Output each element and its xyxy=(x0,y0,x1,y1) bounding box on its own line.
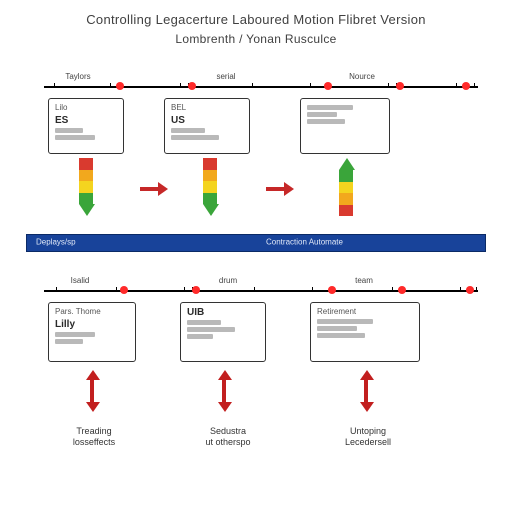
rail-small-label: drum xyxy=(219,276,237,285)
upper-card: Lilo ES xyxy=(48,98,124,154)
process-arrow-down xyxy=(79,158,93,216)
card-line xyxy=(307,119,345,124)
rail-tick xyxy=(388,83,389,88)
rail-tick xyxy=(310,83,311,88)
rail-small-label: Taylors xyxy=(65,72,90,81)
rail-tick xyxy=(56,287,57,292)
caption: Sedustraut otherspo xyxy=(205,426,250,448)
rail-tick xyxy=(116,287,117,292)
rail-dot xyxy=(188,82,196,90)
rail-dot xyxy=(328,286,336,294)
rail-dot xyxy=(120,286,128,294)
card-line xyxy=(187,334,213,339)
rail-tick xyxy=(180,83,181,88)
card-header: Retirement xyxy=(317,307,413,316)
rail-small-label: Isalid xyxy=(71,276,90,285)
card-line xyxy=(317,326,357,331)
card-line xyxy=(55,135,95,140)
upper-card: BEL US xyxy=(164,98,250,154)
lower-timeline-rail xyxy=(44,290,478,292)
process-arrow-up xyxy=(339,158,353,216)
rail-tick xyxy=(476,287,477,292)
lower-card: UIB xyxy=(180,302,266,362)
right-arrow-icon xyxy=(140,182,168,196)
double-arrow-icon xyxy=(360,370,372,412)
rail-dot xyxy=(398,286,406,294)
rail-dot xyxy=(192,286,200,294)
center-bar-label-mid: Contraction Automate xyxy=(266,238,343,247)
double-arrow-icon xyxy=(218,370,230,412)
rail-dot xyxy=(116,82,124,90)
lower-card: Retirement xyxy=(310,302,420,362)
rail-tick xyxy=(460,287,461,292)
upper-timeline-rail xyxy=(44,86,478,88)
caption: UntopingLecedersell xyxy=(345,426,391,448)
rail-dot xyxy=(466,286,474,294)
card-line xyxy=(55,339,83,344)
title-line-2: Lombrenth / Yonan Rusculce xyxy=(0,32,512,46)
rail-tick xyxy=(110,83,111,88)
center-process-bar: Deplays/sp Contraction Automate xyxy=(26,234,484,250)
card-big-text: UIB xyxy=(187,307,259,318)
title-line-1: Controlling Legacerture Laboured Motion … xyxy=(0,12,512,27)
rail-small-label: serial xyxy=(216,72,235,81)
upper-card xyxy=(300,98,390,154)
card-line xyxy=(187,320,221,325)
rail-tick xyxy=(54,83,55,88)
rail-small-label: team xyxy=(355,276,373,285)
rail-tick xyxy=(456,83,457,88)
card-header: Lilo xyxy=(55,103,117,112)
card-line xyxy=(307,105,353,110)
card-line xyxy=(307,112,337,117)
card-header: BEL xyxy=(171,103,243,112)
card-big-text: US xyxy=(171,115,243,126)
rail-tick xyxy=(252,83,253,88)
card-line xyxy=(171,135,219,140)
card-big-text: ES xyxy=(55,115,117,126)
rail-dot xyxy=(324,82,332,90)
right-arrow-icon xyxy=(266,182,294,196)
card-big-text: Lilly xyxy=(55,319,129,330)
center-bar-label-left: Deplays/sp xyxy=(36,238,76,247)
card-header: Pars. Thome xyxy=(55,307,129,316)
rail-dot xyxy=(396,82,404,90)
rail-small-label: Nource xyxy=(349,72,375,81)
card-line xyxy=(55,128,83,133)
process-arrow-down xyxy=(203,158,217,216)
card-line xyxy=(317,319,373,324)
double-arrow-icon xyxy=(86,370,98,412)
rail-dot xyxy=(462,82,470,90)
rail-tick xyxy=(474,83,475,88)
rail-tick xyxy=(392,287,393,292)
rail-tick xyxy=(312,287,313,292)
card-line xyxy=(171,128,205,133)
lower-card: Pars. Thome Lilly xyxy=(48,302,136,362)
card-line xyxy=(55,332,95,337)
caption: Treadinglosseffects xyxy=(73,426,115,448)
rail-tick xyxy=(184,287,185,292)
card-line xyxy=(317,333,365,338)
card-line xyxy=(187,327,235,332)
rail-tick xyxy=(254,287,255,292)
